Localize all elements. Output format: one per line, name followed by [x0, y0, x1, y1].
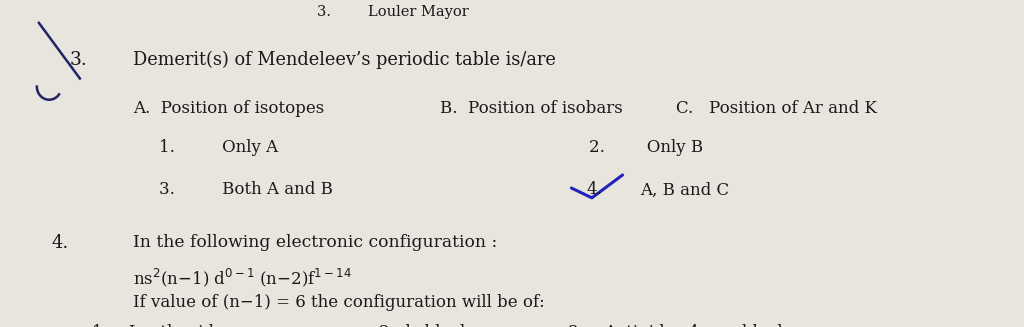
- Text: In the following electronic configuration :: In the following electronic configuratio…: [133, 234, 498, 251]
- Text: 1.         Only A: 1. Only A: [159, 139, 278, 156]
- Text: 3.: 3.: [70, 51, 87, 69]
- Text: 4.: 4.: [51, 234, 69, 252]
- Text: 2. d−block: 2. d−block: [379, 324, 470, 327]
- Text: 1.    Lanthanides: 1. Lanthanides: [92, 324, 232, 327]
- Text: 4.: 4.: [587, 181, 603, 198]
- Text: Demerit(s) of Mendeleev’s periodic table is/are: Demerit(s) of Mendeleev’s periodic table…: [133, 51, 556, 69]
- Text: If value of (n−1) = 6 the configuration will be of:: If value of (n−1) = 6 the configuration …: [133, 294, 545, 311]
- Text: 3.        Louler Mayor: 3. Louler Mayor: [317, 5, 469, 19]
- Text: A.  Position of isotopes: A. Position of isotopes: [133, 100, 325, 117]
- Text: ns$^2$(n$-$1) d$^{0-1}$ (n$-$2)f$^{1-14}$: ns$^2$(n$-$1) d$^{0-1}$ (n$-$2)f$^{1-14}…: [133, 267, 352, 289]
- Text: B.  Position of isobars: B. Position of isobars: [440, 100, 623, 117]
- Text: 3.         Both A and B: 3. Both A and B: [159, 181, 333, 198]
- Text: A, B and C: A, B and C: [640, 181, 729, 198]
- Text: 3.    Actinides 4.    s–block: 3. Actinides 4. s–block: [568, 324, 787, 327]
- Text: C.   Position of Ar and K: C. Position of Ar and K: [676, 100, 877, 117]
- Text: 2.        Only B: 2. Only B: [589, 139, 702, 156]
